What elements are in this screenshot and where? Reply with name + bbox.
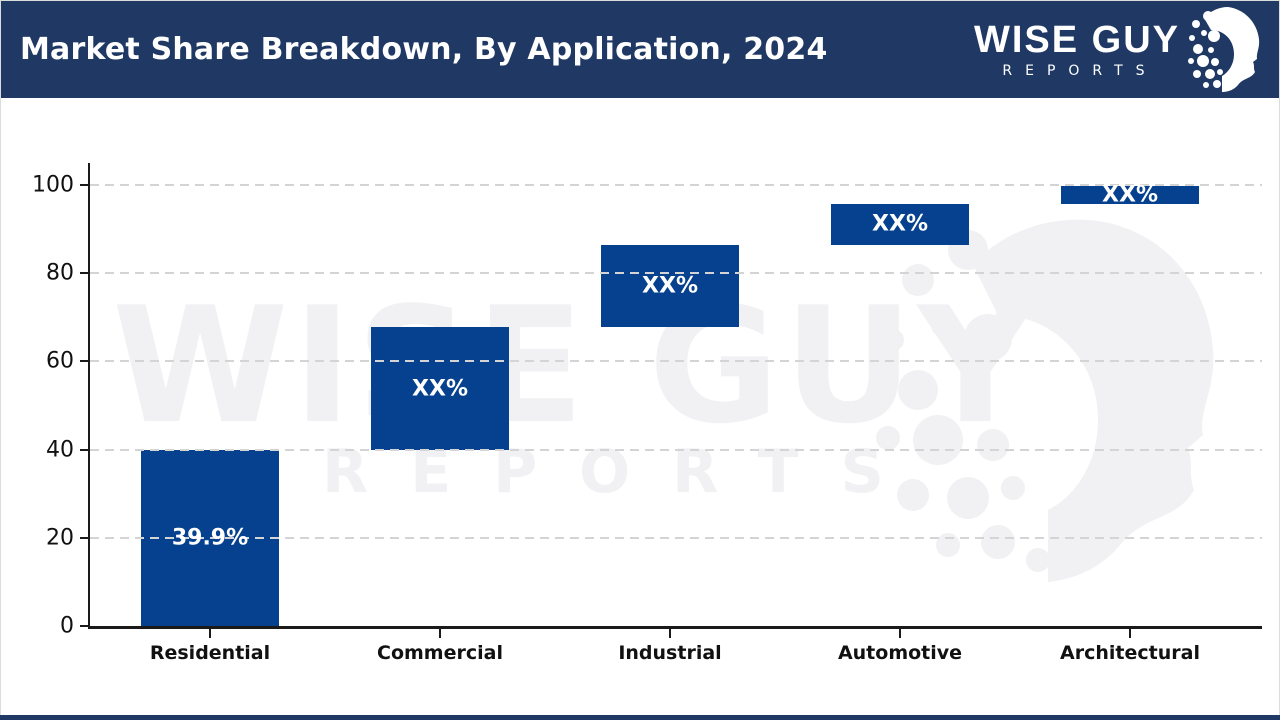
x-tick-mark-commercial	[439, 629, 441, 638]
header-bar: Market Share Breakdown, By Application, …	[0, 0, 1280, 98]
y-tick-mark-20	[80, 536, 88, 539]
x-axis-spine	[88, 626, 1262, 629]
plot-area: 0 20 40 60 80 100 39.9% Residential XX% Commercia…	[0, 98, 1280, 715]
x-category-label-architectural: Architectural	[1060, 642, 1200, 664]
y-tick-label-100: 100	[32, 172, 74, 198]
logo-text: WISE GUY REPORTS	[974, 21, 1180, 78]
y-tick-label-20: 20	[46, 525, 74, 551]
gridline-20	[90, 536, 1262, 539]
x-tick-mark-residential	[209, 629, 211, 638]
y-tick-mark-80	[80, 272, 88, 275]
logo-wordmark: WISE GUY	[973, 18, 1180, 61]
y-tick-mark-0	[80, 625, 88, 627]
gridline-100	[90, 184, 1262, 186]
y-axis-spine	[88, 163, 90, 627]
wise-guy-reports-logo: WISE GUY REPORTS	[974, 6, 1262, 92]
bar-value-label-commercial: XX%	[412, 376, 468, 402]
y-tick-mark-100	[80, 184, 88, 186]
bar-commercial	[371, 327, 509, 451]
logo-subtitle: REPORTS	[1002, 62, 1158, 79]
y-tick-mark-60	[80, 360, 88, 363]
gridline-60	[90, 360, 1262, 363]
bar-value-label-residential: 39.9%	[171, 525, 249, 551]
bar-value-label-architectural: XX%	[1102, 182, 1158, 208]
y-tick-label-40: 40	[46, 437, 74, 463]
x-category-label-industrial: Industrial	[618, 642, 722, 664]
gridline-80	[90, 272, 1262, 275]
y-tick-label-80: 80	[46, 260, 74, 286]
bar-value-label-automotive: XX%	[872, 211, 928, 237]
x-category-label-commercial: Commercial	[377, 642, 503, 664]
watermark-reports-text: REPORTS	[322, 437, 926, 507]
x-tick-mark-industrial	[669, 629, 671, 638]
bar-automotive	[831, 203, 969, 245]
dotted-head-logo-icon	[1188, 7, 1260, 92]
x-category-label-residential: Residential	[149, 642, 271, 664]
y-tick-label-0: 0	[60, 613, 74, 639]
x-tick-mark-architectural	[1129, 629, 1131, 638]
gridline-40	[90, 448, 1262, 451]
y-tick-mark-40	[80, 448, 88, 451]
x-category-label-automotive: Automotive	[837, 642, 963, 664]
footer-bar	[0, 715, 1280, 720]
x-tick-mark-automotive	[899, 629, 901, 638]
watermark-wiseguy-text: WISE GUY	[112, 272, 1038, 459]
bar-value-label-industrial: XX%	[642, 273, 698, 299]
chart-title: Market Share Breakdown, By Application, …	[20, 31, 828, 67]
bar-industrial	[601, 244, 739, 328]
y-tick-label-60: 60	[46, 348, 74, 374]
bar-architectural	[1061, 185, 1199, 204]
